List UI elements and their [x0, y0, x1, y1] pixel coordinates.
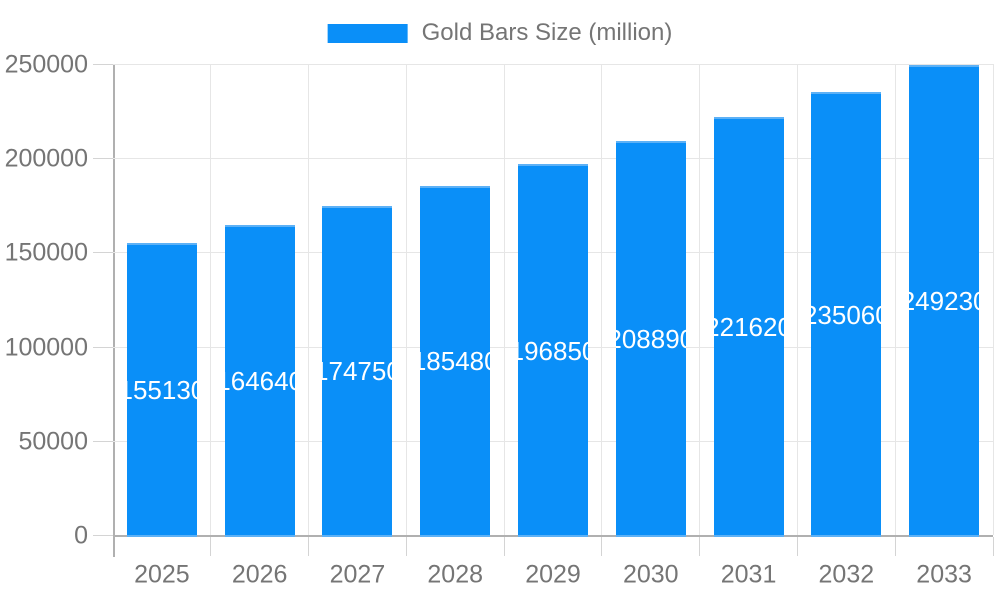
x-axis-tick — [894, 537, 896, 556]
vertical-gridline — [796, 64, 798, 535]
bar-value-label: 185480 — [420, 346, 490, 377]
bar[interactable]: 221620 — [713, 117, 784, 537]
y-axis-label: 250000 — [4, 50, 88, 79]
bar[interactable]: 185480 — [420, 185, 491, 537]
vertical-gridline — [210, 64, 212, 535]
y-axis-label: 100000 — [4, 333, 88, 362]
bar-value-label: 164640 — [225, 365, 295, 396]
y-axis-label: 150000 — [4, 238, 88, 267]
plot-area: 0 50000 100000 150000 200000 250000 155130 2025… — [5, 52, 994, 587]
y-axis-tick — [93, 440, 113, 442]
vertical-gridline — [308, 64, 310, 535]
legend-swatch-icon — [327, 23, 408, 43]
bar[interactable]: 174750 — [322, 205, 393, 537]
vertical-gridline — [992, 64, 994, 535]
y-axis-tick — [93, 158, 113, 160]
horizontal-gridline — [113, 64, 993, 65]
y-axis-label: 50000 — [18, 427, 88, 456]
bar[interactable]: 196850 — [518, 164, 588, 537]
x-axis-label: 2031 — [720, 560, 777, 589]
x-axis-label: 2027 — [329, 560, 386, 589]
bar[interactable]: 164640 — [224, 224, 295, 537]
bar[interactable]: 249230 — [909, 65, 980, 537]
bar-value-label: 174750 — [322, 356, 392, 387]
bar[interactable]: 155130 — [126, 242, 197, 537]
x-axis-label: 2029 — [525, 560, 581, 589]
x-axis-label: 2030 — [622, 560, 679, 589]
x-axis-tick — [503, 537, 505, 556]
y-axis-label: 0 — [74, 521, 88, 550]
vertical-gridline — [405, 64, 407, 535]
x-axis-label: 2033 — [916, 560, 972, 589]
x-axis-tick — [210, 537, 212, 556]
bar[interactable]: 208890 — [615, 141, 686, 537]
x-axis-tick — [405, 537, 407, 556]
x-axis-label: 2032 — [818, 560, 875, 589]
x-axis-label: 2025 — [134, 560, 190, 589]
bar-value-label: 155130 — [127, 374, 197, 405]
vertical-gridline — [503, 64, 505, 535]
x-axis-tick — [308, 537, 310, 556]
legend-label: Gold Bars Size (million) — [421, 19, 673, 46]
vertical-gridline — [699, 64, 701, 535]
y-axis-line — [113, 64, 115, 557]
vertical-gridline — [601, 64, 603, 535]
bar[interactable]: 235060 — [811, 92, 882, 537]
y-axis-tick — [93, 346, 113, 348]
y-axis-label: 200000 — [4, 144, 88, 173]
vertical-gridline — [894, 64, 896, 535]
x-axis-tick — [992, 537, 994, 556]
x-axis-tick — [699, 537, 701, 556]
y-axis-tick — [93, 252, 113, 254]
x-axis-label: 2028 — [427, 560, 484, 589]
bar-value-label: 196850 — [518, 335, 588, 366]
bar-value-label: 235060 — [811, 299, 881, 330]
x-axis-tick — [796, 537, 798, 556]
y-axis-tick — [93, 535, 113, 536]
x-axis-label: 2026 — [231, 560, 288, 589]
y-axis-tick — [93, 64, 113, 65]
x-axis-tick — [601, 537, 603, 556]
bar-value-label: 221620 — [714, 312, 784, 343]
bar-value-label: 208890 — [616, 324, 686, 355]
legend-item[interactable]: Gold Bars Size (million) — [327, 19, 673, 46]
bar-value-label: 249230 — [909, 286, 979, 317]
